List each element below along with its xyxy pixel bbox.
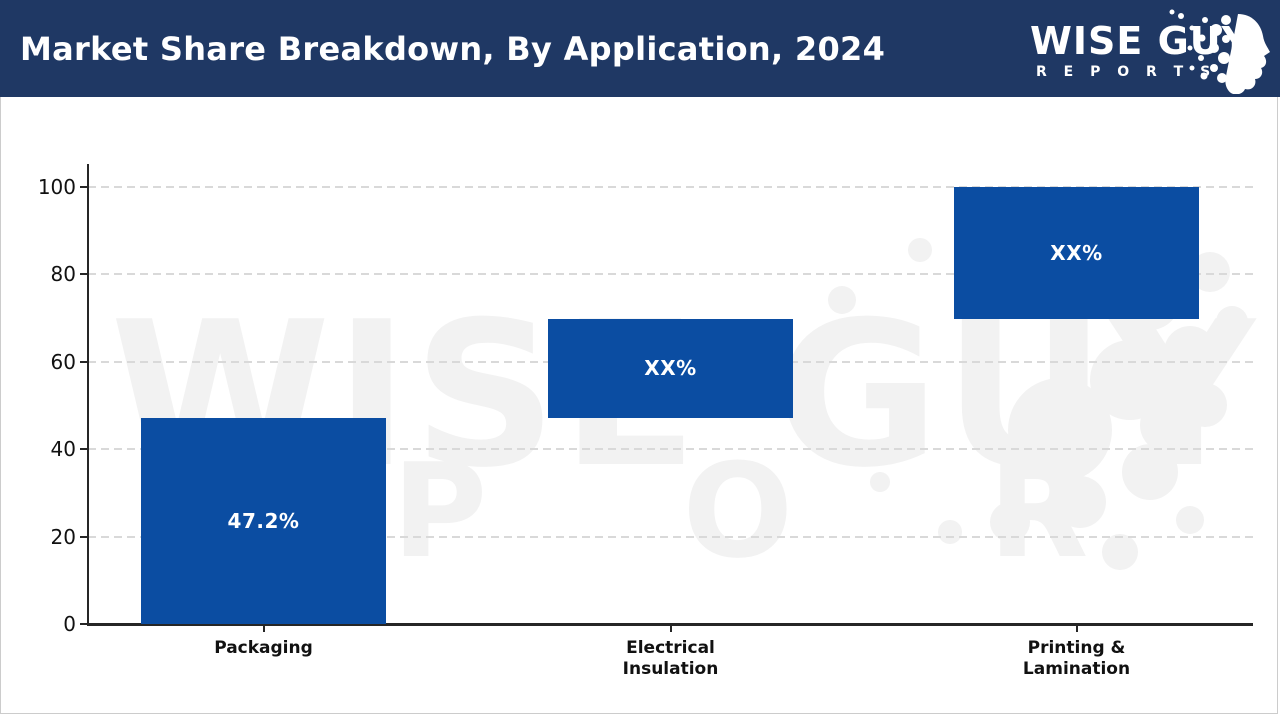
y-tick-label-100: 100	[37, 175, 76, 199]
bar-value-label-electrical-insulation: XX%	[644, 356, 697, 381]
x-axis-line	[87, 623, 1253, 626]
gridline-20	[88, 535, 1253, 538]
x-tick-mark-printing-lamination	[1075, 625, 1078, 632]
y-tick-mark-80	[80, 273, 88, 276]
bar-value-label-printing-lamination: XX%	[1050, 240, 1103, 265]
y-tick-label-40: 40	[50, 437, 76, 462]
y-tick-mark-40	[80, 448, 88, 451]
frame-left-border	[0, 97, 1, 714]
y-tick-label-60: 60	[50, 349, 76, 374]
x-tick-mark-packaging	[262, 625, 265, 632]
bar-value-label-packaging: 47.2%	[227, 508, 300, 533]
logo-sub-wordmark: R E P O R T S	[1036, 64, 1216, 80]
gridline-40	[88, 448, 1253, 451]
y-tick-label-80: 80	[50, 262, 76, 287]
frame-bottom-border	[0, 713, 1278, 714]
y-tick-mark-20	[80, 535, 88, 538]
x-tick-mark-electrical-insulation	[669, 625, 672, 632]
y-tick-mark-60	[80, 360, 88, 363]
y-tick-mark-100	[80, 186, 88, 188]
y-axis-line	[87, 164, 89, 626]
x-axis-label-printing-lamination: Printing & Lamination	[1022, 638, 1131, 679]
wise-guy-reports-logo: WISE GUY R E P O R T S	[1030, 9, 1270, 94]
y-tick-label-20: 20	[50, 524, 76, 549]
x-axis-label-electrical-insulation: Electrical Insulation	[622, 638, 719, 679]
y-tick-mark-0	[80, 623, 88, 625]
bar-packaging: 47.2%	[141, 417, 386, 624]
gridline-80	[88, 273, 1253, 276]
frame-right-border	[1277, 97, 1278, 714]
y-tick-label-0: 0	[63, 612, 76, 636]
header-bar: Market Share Breakdown, By Application, …	[0, 0, 1280, 97]
gridline-100	[88, 186, 1253, 188]
bar-printing-lamination: XX%	[954, 187, 1199, 319]
bar-electrical-insulation: XX%	[548, 318, 793, 418]
x-axis-label-packaging: Packaging	[214, 638, 313, 658]
logo-face-icon	[1169, 9, 1270, 94]
chart-title: Market Share Breakdown, By Application, …	[20, 29, 886, 68]
